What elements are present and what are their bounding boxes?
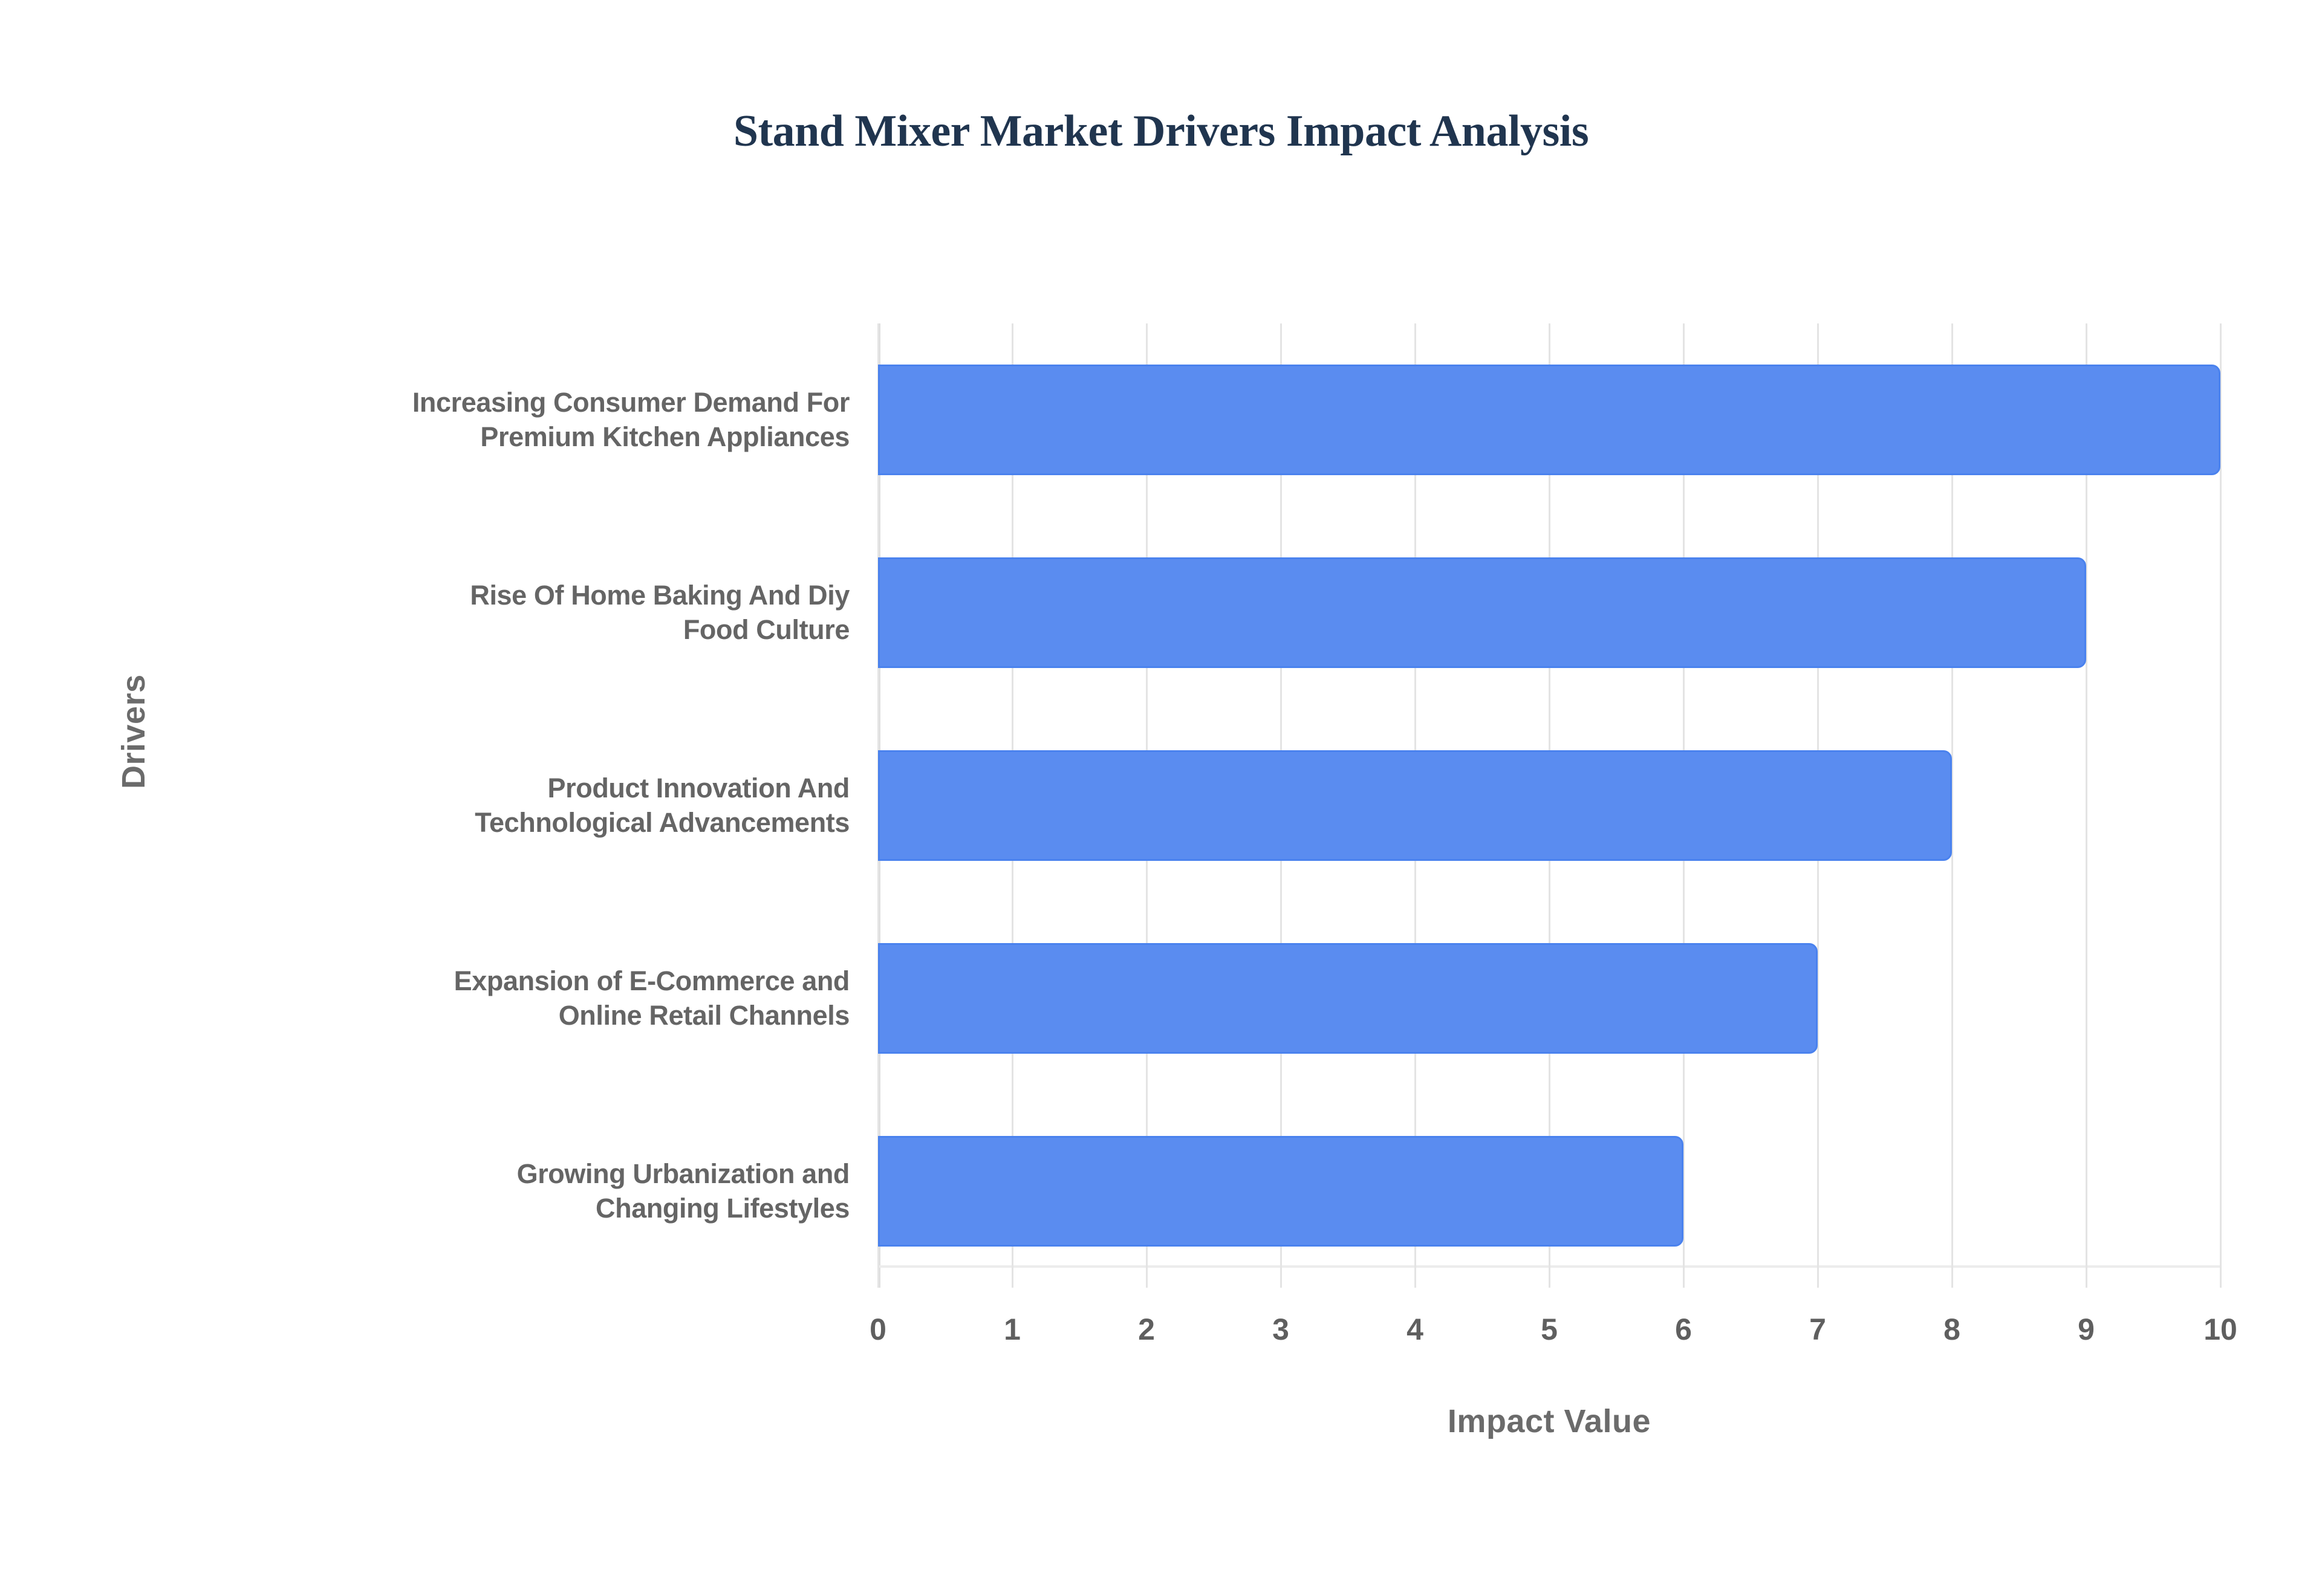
y-axis-tick-label-line: Increasing Consumer Demand For: [412, 387, 850, 418]
gridline: [2085, 323, 2087, 1288]
x-axis-tick-label: 7: [1809, 1312, 1826, 1346]
bar[interactable]: [878, 943, 1818, 1054]
x-axis-tick-label: 8: [1943, 1312, 1960, 1346]
bar[interactable]: [878, 750, 1952, 861]
bar-row: [878, 1136, 2220, 1247]
page-title: Stand Mixer Market Drivers Impact Analys…: [733, 106, 1589, 156]
y-axis-tick-label: Growing Urbanization and Changing Lifesty…: [145, 1157, 850, 1225]
y-axis-tick-label: Expansion of E-Commerce and Online Retail…: [145, 964, 850, 1033]
y-axis-tick-label-line: Growing Urbanization and: [516, 1158, 850, 1190]
y-axis-tick-label: Increasing Consumer Demand For Premium Ki…: [145, 386, 850, 454]
y-axis-title: Drivers: [115, 674, 152, 789]
bar-row: [878, 365, 2220, 475]
x-axis-tick-label: 4: [1407, 1312, 1423, 1346]
y-axis-tick-label-line: Rise Of Home Baking And Diy: [470, 580, 850, 611]
x-axis-tick-label: 10: [2203, 1312, 2237, 1346]
bar[interactable]: [878, 557, 2086, 668]
gridline: [2219, 323, 2222, 1288]
plot-area: [877, 323, 2222, 1288]
y-axis-tick-label: Rise Of Home Baking And Diy Food Culture: [145, 579, 850, 647]
y-axis-tick-label-line: Expansion of E-Commerce and: [454, 965, 850, 997]
x-axis-tick-label: 0: [870, 1312, 886, 1346]
bar-row: [878, 557, 2220, 668]
bar[interactable]: [878, 1136, 1683, 1247]
y-axis-tick-label-line: Changing Lifestyles: [596, 1192, 850, 1224]
y-axis-tick-label-line: Technological Advancements: [475, 806, 850, 838]
x-axis-tick-label: 1: [1004, 1312, 1021, 1346]
bar-row: [878, 943, 2220, 1054]
y-axis-tick-label-line: Online Retail Channels: [558, 999, 850, 1031]
x-axis-tick-label: 2: [1138, 1312, 1155, 1346]
x-axis-tick-label: 5: [1541, 1312, 1558, 1346]
y-axis-tick-label-line: Product Innovation And: [547, 773, 850, 804]
y-axis-tick-label-line: Premium Kitchen Appliances: [480, 421, 850, 452]
x-axis-tick-label: 6: [1675, 1312, 1692, 1346]
x-axis-title: Impact Value: [1447, 1403, 1651, 1439]
x-axis-tick-label: 9: [2078, 1312, 2095, 1346]
bar[interactable]: [878, 365, 2220, 475]
y-axis-tick-label-line: Food Culture: [683, 614, 850, 645]
y-axis-tick-label: Product Innovation And Technological Adva…: [145, 771, 850, 840]
bar-row: [878, 750, 2220, 861]
gridline: [1951, 323, 1953, 1288]
x-axis-tick-label: 3: [1272, 1312, 1289, 1346]
